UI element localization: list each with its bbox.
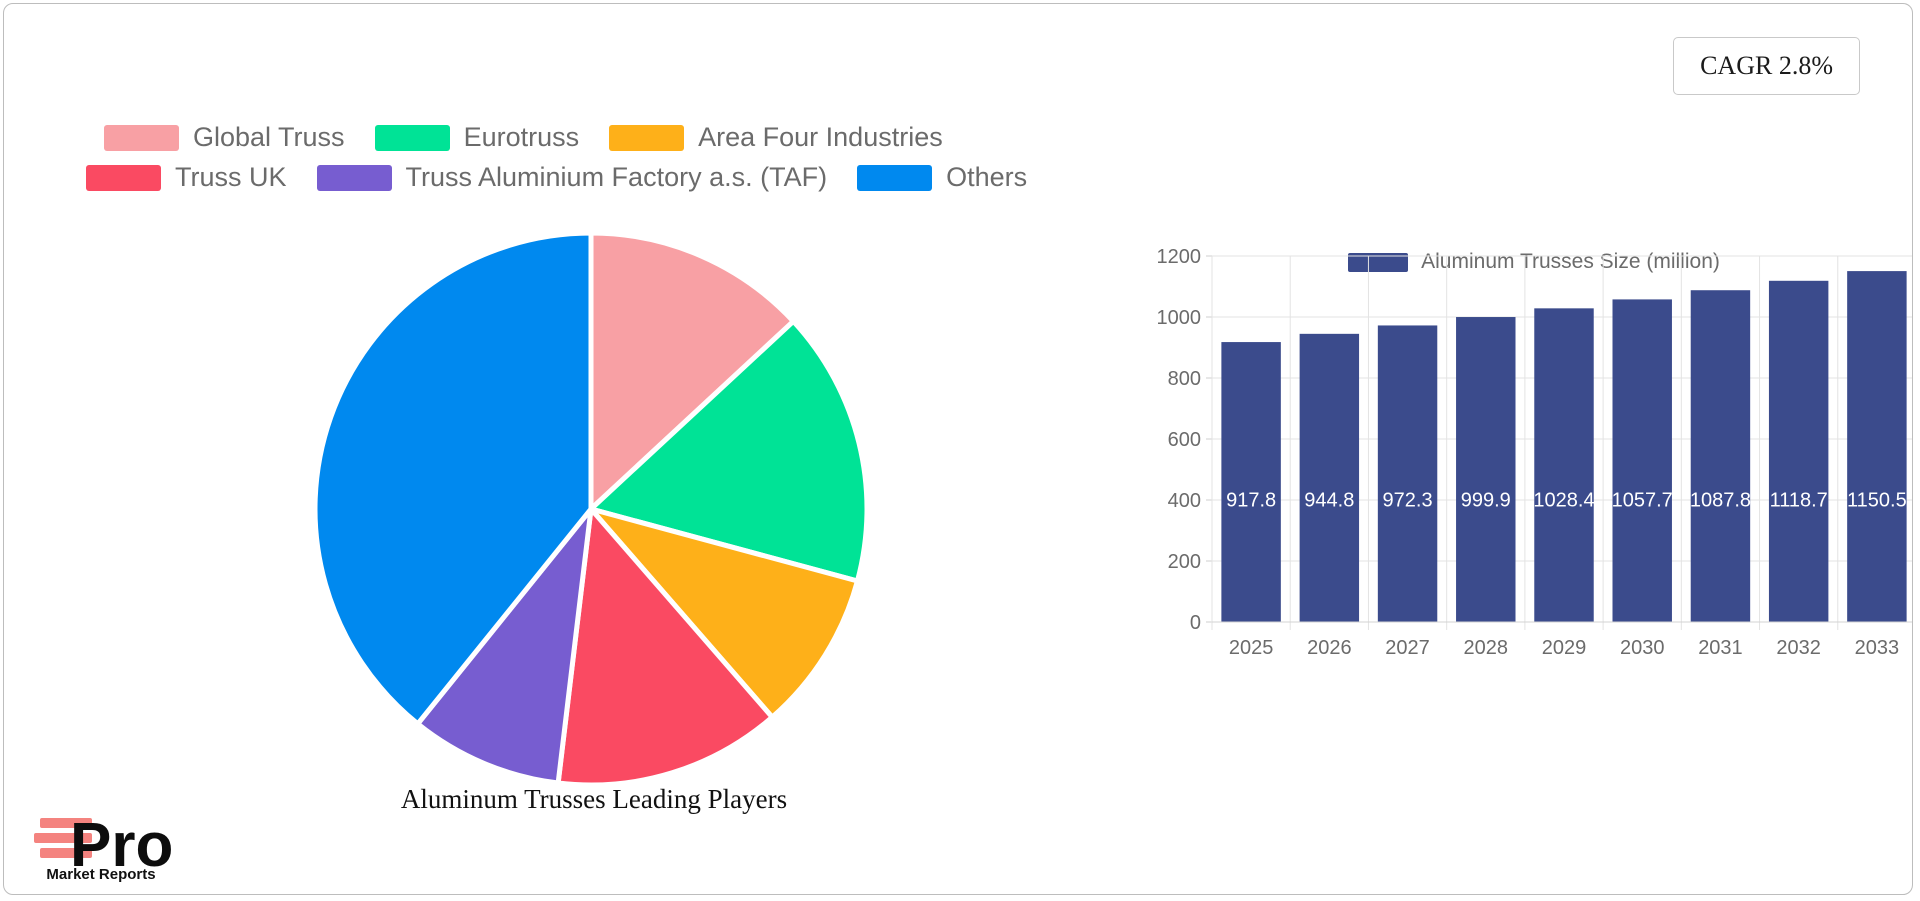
legend-swatch-icon <box>374 124 450 151</box>
legend-label: Truss Aluminium Factory a.s. (TAF) <box>405 162 828 192</box>
logo-subtitle: Market Reports <box>46 866 156 883</box>
legend-item-others[interactable]: Others <box>857 162 1027 193</box>
legend-swatch-icon <box>316 164 392 191</box>
legend-item-truss-uk[interactable]: Truss UK <box>86 162 287 193</box>
legend-item-eurotruss[interactable]: Eurotruss <box>374 122 580 153</box>
legend-swatch-icon <box>857 164 933 191</box>
x-axis-category-label: 2028 <box>1464 637 1509 659</box>
logo: Pro <box>26 804 176 882</box>
legend-label: Others <box>946 162 1028 192</box>
bar-chart: 0 200 400 600 800 1000 1200 917.8 2025 944.8 2026 9… <box>1154 244 1912 674</box>
legend-swatch-icon <box>609 124 685 151</box>
y-axis-tick-label: 800 <box>1168 368 1201 390</box>
legend-label: Area Four Industries <box>698 122 943 152</box>
bar-value-label: 1118.7 <box>1770 490 1828 512</box>
bar[interactable] <box>1377 325 1438 622</box>
y-axis-tick-label: 1000 <box>1157 307 1202 329</box>
bar-value-label: 917.8 <box>1226 490 1276 512</box>
svg-text:Pro: Pro <box>70 811 173 880</box>
bar-value-label: 1150.5 <box>1847 490 1907 512</box>
bar[interactable] <box>1299 333 1360 622</box>
y-axis-tick-label: 400 <box>1168 490 1201 512</box>
legend-item-area-four-industries[interactable]: Area Four Industries <box>609 122 943 153</box>
pie-legend-row-1: Global Truss Eurotruss Area Four Industr… <box>104 122 1104 153</box>
x-axis-category-label: 2030 <box>1620 637 1665 659</box>
bar-legend-swatch-icon <box>1348 252 1409 272</box>
legend-label: Eurotruss <box>463 122 580 152</box>
bar[interactable] <box>1847 271 1907 622</box>
legend-item-truss-aluminium-factory[interactable]: Truss Aluminium Factory a.s. (TAF) <box>316 162 828 193</box>
pie-slice[interactable] <box>588 506 860 720</box>
bar[interactable] <box>1534 308 1594 622</box>
bar-value-label: 1057.7 <box>1612 490 1673 512</box>
pie-chart-svg <box>314 230 870 788</box>
bar[interactable] <box>1612 299 1672 622</box>
x-axis-category-label: 2033 <box>1855 637 1900 659</box>
bar-value-label: 999.9 <box>1461 490 1511 512</box>
pie-slice[interactable] <box>588 318 870 584</box>
y-axis-tick-label: 200 <box>1168 551 1201 573</box>
bar-value-label: 944.8 <box>1304 490 1354 512</box>
legend-swatch-icon <box>104 124 179 151</box>
pie-slice[interactable] <box>555 506 775 788</box>
pie-legend: Global Truss Eurotruss Area Four Industr… <box>86 122 1104 202</box>
x-axis-category-label: 2026 <box>1307 637 1352 659</box>
legend-label: Global Truss <box>193 122 345 152</box>
pie-slice[interactable] <box>588 230 796 512</box>
x-axis-category-label: 2027 <box>1385 637 1430 659</box>
pie-slice[interactable] <box>314 230 594 727</box>
bar[interactable] <box>1690 290 1751 622</box>
cagr-badge: CAGR 2.8% <box>1673 37 1860 95</box>
bar-value-label: 1087.8 <box>1690 490 1751 512</box>
y-axis-tick-label: 1200 <box>1157 246 1202 268</box>
bar[interactable] <box>1768 280 1829 622</box>
legend-item-global-truss[interactable]: Global Truss <box>104 122 345 153</box>
chart-card: CAGR 2.8% Global Truss Eurotruss Area Fo… <box>3 3 1913 895</box>
legend-swatch-icon <box>86 164 161 191</box>
y-axis-tick-label: 0 <box>1190 612 1201 634</box>
pie-legend-row-2: Truss UK Truss Aluminium Factory a.s. (T… <box>86 162 1104 193</box>
pro-market-reports-logo-icon: Pro <box>34 811 173 880</box>
bar-value-label: 1028.4 <box>1533 490 1594 512</box>
bar[interactable] <box>1456 317 1516 622</box>
y-axis-tick-label: 600 <box>1168 429 1201 451</box>
x-axis-category-label: 2032 <box>1776 637 1821 659</box>
bar[interactable] <box>1221 342 1281 622</box>
pie-slice[interactable] <box>415 506 594 786</box>
pie-chart-caption: Aluminum Trusses Leading Players <box>400 784 788 814</box>
pie-chart <box>314 226 874 794</box>
x-axis-category-label: 2029 <box>1542 637 1587 659</box>
legend-label: Truss UK <box>175 162 287 192</box>
x-axis-category-label: 2031 <box>1698 637 1743 659</box>
x-axis-category-label: 2025 <box>1229 637 1274 659</box>
bar-chart-svg: 0 200 400 600 800 1000 1200 917.8 2025 944.8 2026 9… <box>1157 246 1912 659</box>
bar-value-label: 972.3 <box>1383 490 1433 512</box>
